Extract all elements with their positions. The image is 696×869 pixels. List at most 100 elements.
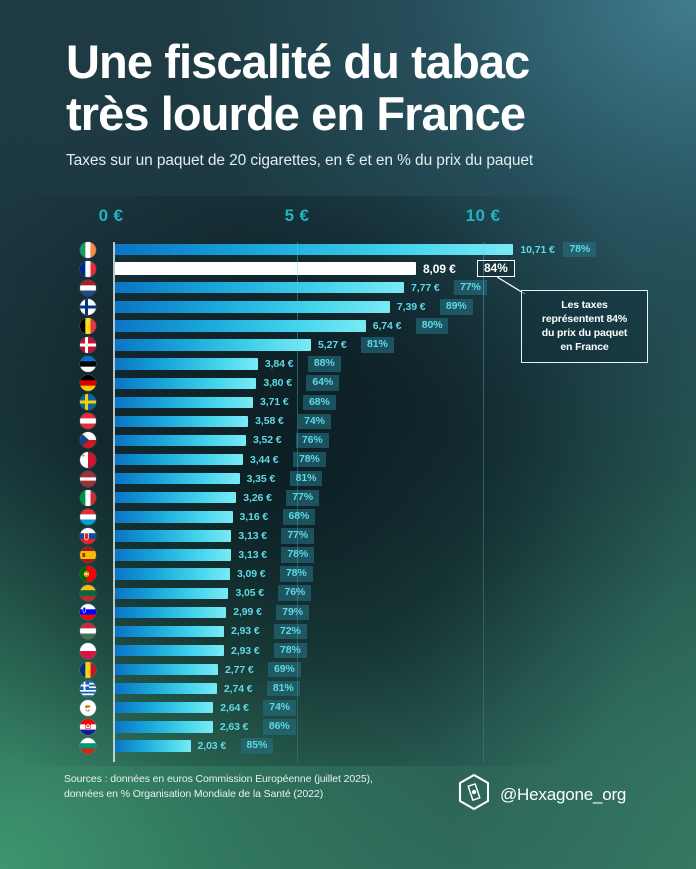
sources-line-2: données en % Organisation Mondiale de la…	[64, 787, 324, 800]
flag-icon-cz	[80, 432, 96, 449]
bar-value-label: 3,58 €	[255, 415, 284, 428]
bar-row: 3,26 € 77%	[0, 488, 696, 507]
flag-icon-si	[80, 604, 96, 621]
bar-value-label: 7,77 €	[411, 281, 440, 294]
bar	[115, 702, 214, 714]
bar-row: 2,64 € 74%	[0, 698, 696, 717]
bar-row: 3,84 € 88%	[0, 355, 696, 374]
bar	[115, 396, 253, 408]
bar-row: 3,35 € 81%	[0, 469, 696, 488]
sources-text: Sources : données en euros Commission Eu…	[64, 772, 434, 801]
bar-value-label: 10,71 €	[520, 243, 555, 256]
bar-row: 2,93 € 78%	[0, 641, 696, 660]
page-subtitle: Taxes sur un paquet de 20 cigarettes, en…	[66, 152, 534, 169]
title-line-2: très lourde en France	[66, 87, 526, 140]
axis-tick-label: 5 €	[284, 206, 310, 225]
bar	[115, 568, 230, 580]
bar-percent-badge: 81%	[266, 680, 300, 697]
flag-icon-fi	[80, 298, 96, 315]
bar-row: 8,09 € 84%	[0, 259, 696, 278]
bar-value-label: 3,44 €	[249, 453, 279, 466]
bar-percent-badge: 76%	[295, 432, 329, 449]
bar-row: 3,58 € 74%	[0, 412, 696, 431]
bar-percent-badge: 68%	[282, 509, 316, 525]
flag-icon-at	[80, 413, 96, 430]
bar	[115, 549, 232, 561]
bar-percent-badge: 78%	[281, 547, 315, 563]
header: Une fiscalité du tabac très lourde en Fr…	[66, 36, 646, 170]
bar-value-label: 2,64 €	[220, 701, 249, 714]
bar-value-label: 2,99 €	[233, 606, 262, 619]
axis-tick-label: 10 €	[465, 206, 501, 225]
bar	[115, 683, 217, 695]
bar	[115, 740, 191, 752]
sources-line-1: Sources : données en euros Commission Eu…	[64, 773, 373, 785]
flag-icon-hu	[80, 623, 96, 640]
flag-icon-fr	[80, 260, 96, 277]
flag-icon-it	[80, 489, 96, 506]
flag-icon-nl	[80, 279, 96, 296]
flag-icon-cy	[80, 699, 96, 716]
bar-row: 3,44 € 78%	[0, 450, 696, 469]
bar	[115, 339, 312, 351]
brand[interactable]: @Hexagone_org	[457, 773, 626, 816]
flag-icon-be	[80, 317, 96, 334]
bar-row: 3,09 € 78%	[0, 565, 696, 584]
bar	[115, 492, 237, 504]
bar-percent-badge: 78%	[273, 642, 307, 659]
bar-row: 3,71 € 68%	[0, 393, 696, 412]
bar-value-label: 5,27 €	[318, 339, 347, 352]
bar	[115, 262, 416, 275]
flag-icon-lt	[80, 585, 96, 602]
bar-percent-badge: 85%	[240, 738, 274, 754]
bar-value-label: 2,63 €	[219, 720, 249, 733]
bar-value-label: 6,74 €	[372, 319, 402, 332]
flag-icon-mt	[80, 451, 96, 468]
bar-row: 2,03 € 85%	[0, 736, 696, 755]
bar	[115, 644, 224, 657]
axis-baseline	[113, 242, 115, 762]
bar	[115, 453, 243, 466]
bar-value-label: 3,26 €	[243, 491, 272, 504]
flag-icon-sk	[80, 527, 96, 544]
bar-percent-badge: 88%	[307, 356, 341, 372]
bar-percent-badge: 78%	[279, 566, 313, 582]
bar-percent-badge: 77%	[286, 490, 319, 506]
bar-percent-badge: 80%	[415, 318, 449, 334]
bar	[115, 472, 240, 485]
flag-icon-gr	[80, 680, 96, 697]
bar-value-label: 8,09 €	[422, 261, 456, 276]
callout-line-1: Les taxes	[561, 299, 608, 311]
bar-percent-badge: 79%	[276, 604, 309, 621]
bar-row: 3,52 € 76%	[0, 431, 696, 450]
bar-row: 7,77 € 77%	[0, 278, 696, 297]
flag-icon-bg	[80, 737, 96, 754]
bar-percent-badge: 68%	[303, 394, 336, 411]
flag-icon-ro	[80, 661, 96, 678]
callout-line-3: du prix du paquet	[541, 327, 628, 339]
bar-value-label: 3,84 €	[264, 358, 294, 371]
bar-percent-badge: 76%	[278, 585, 312, 601]
bar-percent-badge: 81%	[289, 470, 323, 487]
bar	[115, 530, 232, 542]
bar-percent-badge: 64%	[306, 375, 340, 391]
bar-percent-badge: 89%	[439, 299, 473, 315]
flag-icon-hr	[80, 718, 96, 735]
bar	[115, 606, 227, 619]
title-line-1: Une fiscalité du tabac	[66, 35, 530, 88]
bar-percent-badge: 72%	[273, 623, 307, 640]
bar-value-label: 3,52 €	[252, 434, 282, 447]
bar-row: 3,13 € 78%	[0, 546, 696, 565]
bar-value-label: 2,77 €	[225, 663, 254, 676]
bar-row: 2,63 € 86%	[0, 717, 696, 736]
bar-row: 3,80 € 64%	[0, 374, 696, 393]
bar-percent-badge: 74%	[298, 413, 331, 430]
flag-icon-lv	[80, 470, 96, 487]
axis-tick-label: 0 €	[98, 206, 124, 225]
bar-value-label: 3,80 €	[263, 377, 292, 390]
flag-icon-pt	[80, 566, 96, 583]
flag-icon-pl	[80, 642, 96, 659]
bar-percent-badge: 81%	[361, 337, 394, 353]
bar-value-label: 3,05 €	[235, 587, 265, 600]
bar-value-label: 3,13 €	[238, 549, 268, 562]
